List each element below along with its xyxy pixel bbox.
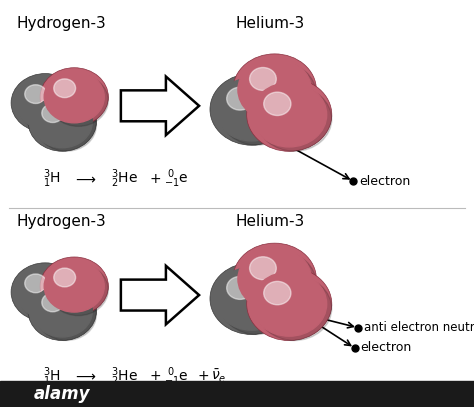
Text: $^3_2$He: $^3_2$He — [111, 365, 138, 388]
Circle shape — [227, 276, 254, 300]
Circle shape — [42, 293, 64, 312]
Circle shape — [215, 78, 288, 141]
Polygon shape — [121, 77, 199, 135]
Circle shape — [28, 282, 96, 341]
Text: Hydrogen-3: Hydrogen-3 — [17, 16, 107, 31]
Circle shape — [48, 264, 109, 315]
Circle shape — [243, 252, 316, 315]
Circle shape — [233, 54, 316, 125]
Text: $+$: $+$ — [149, 370, 162, 383]
Circle shape — [25, 85, 46, 103]
Circle shape — [15, 77, 75, 129]
Circle shape — [243, 63, 316, 125]
Circle shape — [44, 260, 104, 312]
Circle shape — [32, 285, 92, 337]
Circle shape — [11, 74, 79, 132]
Text: $+$: $+$ — [149, 172, 162, 186]
Text: $\longrightarrow$: $\longrightarrow$ — [73, 370, 98, 383]
Circle shape — [25, 274, 46, 293]
Circle shape — [257, 276, 332, 341]
Circle shape — [250, 68, 276, 90]
Circle shape — [28, 93, 96, 151]
Circle shape — [210, 74, 293, 145]
Circle shape — [15, 266, 75, 318]
Text: alamy: alamy — [33, 385, 90, 403]
Circle shape — [54, 79, 75, 98]
Circle shape — [19, 81, 79, 132]
Text: $+$: $+$ — [197, 370, 209, 383]
Circle shape — [264, 92, 291, 116]
Circle shape — [220, 82, 293, 145]
Circle shape — [11, 263, 79, 322]
Circle shape — [238, 58, 311, 121]
Circle shape — [246, 267, 332, 341]
Circle shape — [246, 78, 332, 151]
Text: $\bar{\nu}_e$: $\bar{\nu}_e$ — [211, 368, 227, 385]
Text: $^3_1$H: $^3_1$H — [43, 168, 61, 190]
Circle shape — [54, 268, 75, 287]
Text: $^{\ 0}_{-1}$e: $^{\ 0}_{-1}$e — [164, 168, 188, 190]
Circle shape — [252, 83, 327, 147]
Text: Helium-3: Helium-3 — [236, 214, 305, 229]
Circle shape — [19, 270, 79, 322]
Circle shape — [36, 100, 96, 151]
Circle shape — [48, 75, 109, 126]
Circle shape — [264, 281, 291, 305]
Text: electron: electron — [360, 341, 411, 354]
Circle shape — [42, 104, 64, 123]
Text: electron: electron — [359, 175, 410, 188]
Text: $^{\ 0}_{-1}$e: $^{\ 0}_{-1}$e — [164, 365, 188, 388]
Circle shape — [36, 289, 96, 341]
Circle shape — [40, 257, 109, 315]
Circle shape — [233, 243, 316, 315]
Circle shape — [44, 71, 104, 123]
Text: Helium-3: Helium-3 — [236, 16, 305, 31]
Text: $^3_2$He: $^3_2$He — [111, 168, 138, 190]
Circle shape — [227, 87, 254, 110]
Circle shape — [215, 267, 288, 330]
Text: anti electron neutrino: anti electron neutrino — [364, 321, 474, 334]
Circle shape — [252, 272, 327, 336]
Circle shape — [210, 263, 293, 335]
Bar — [0, 381, 474, 407]
Text: $\longrightarrow$: $\longrightarrow$ — [73, 172, 98, 186]
Circle shape — [250, 257, 276, 280]
Text: Hydrogen-3: Hydrogen-3 — [17, 214, 107, 229]
Text: $^3_1$H: $^3_1$H — [43, 365, 61, 388]
Polygon shape — [121, 266, 199, 324]
Circle shape — [220, 271, 293, 335]
Circle shape — [32, 96, 92, 148]
Circle shape — [257, 87, 332, 151]
Circle shape — [238, 247, 311, 311]
Circle shape — [40, 68, 109, 126]
